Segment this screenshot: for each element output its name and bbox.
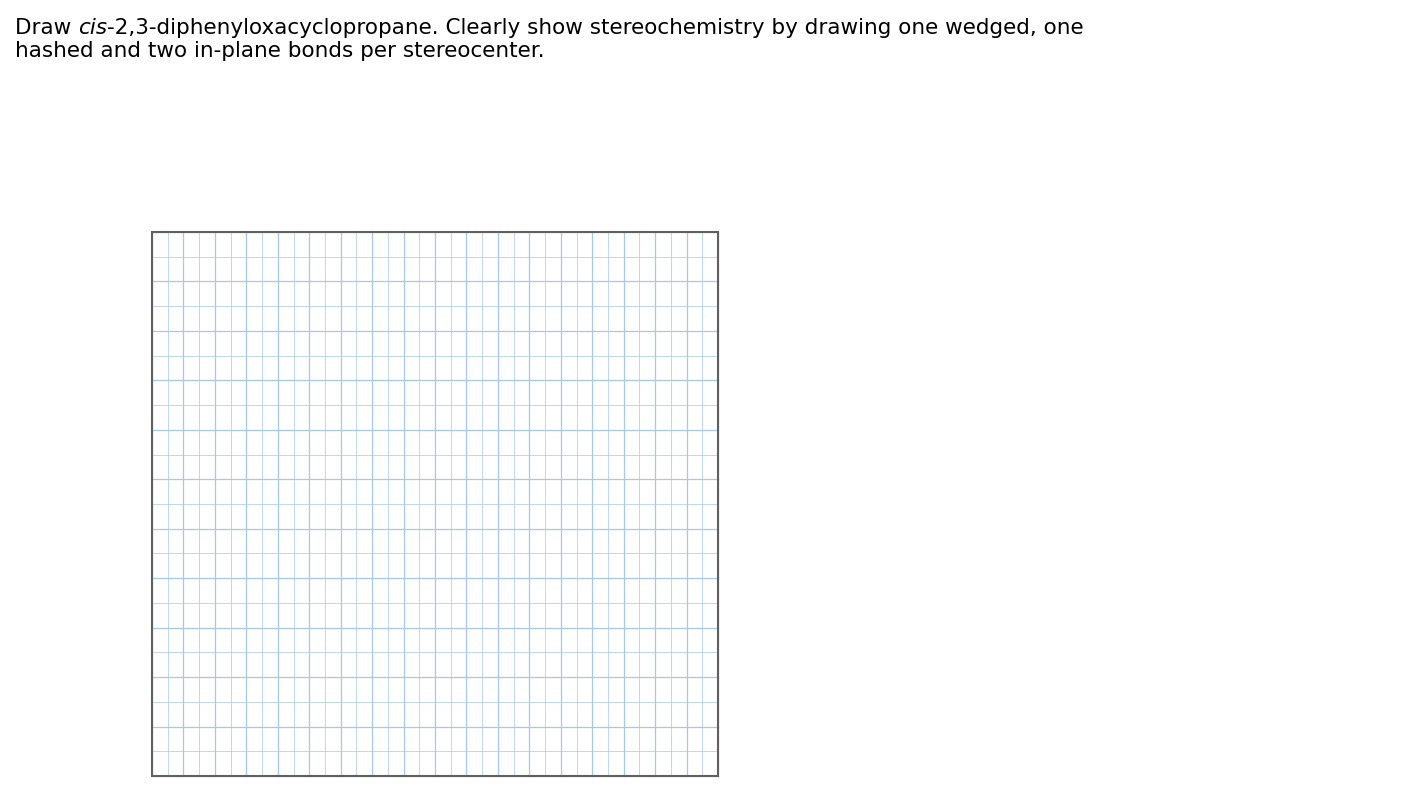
- Text: hashed and two in-plane bonds per stereocenter.: hashed and two in-plane bonds per stereo…: [15, 41, 544, 61]
- Bar: [152, 232, 718, 776]
- Bar: [152, 232, 718, 776]
- Text: Draw: Draw: [15, 18, 79, 38]
- Text: -2,3-diphenyloxacyclopropane. Clearly show stereochemistry by drawing one wedged: -2,3-diphenyloxacyclopropane. Clearly sh…: [107, 18, 1083, 38]
- Text: cis: cis: [79, 18, 107, 38]
